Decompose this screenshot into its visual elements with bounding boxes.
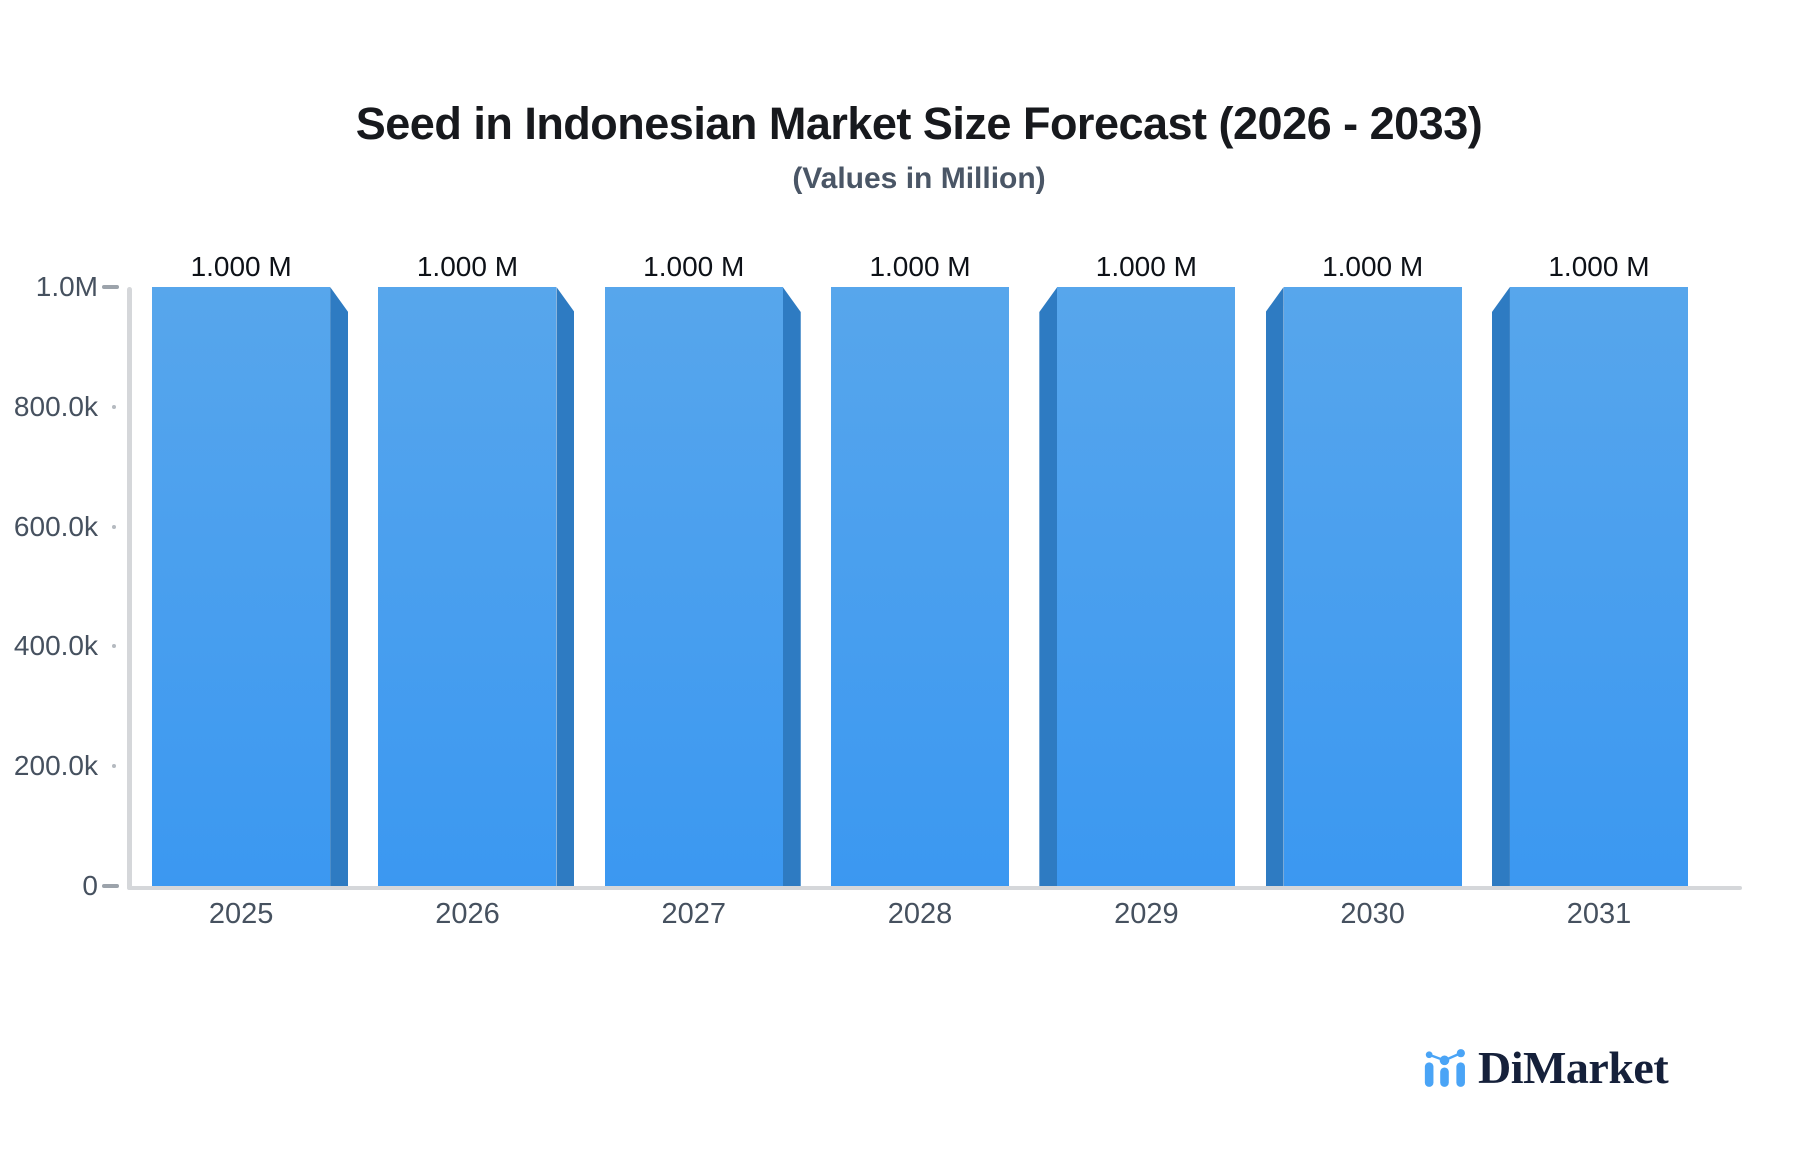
x-tick-label: 2026	[435, 898, 500, 930]
bar-value-label: 1.000 M	[416, 251, 519, 282]
x-tick-label: 2029	[1114, 898, 1179, 930]
chart-title: Seed in Indonesian Market Size Forecast …	[355, 98, 1483, 149]
x-tick-label: 2031	[1566, 898, 1632, 930]
bar-side-face	[1039, 287, 1058, 886]
y-tick-mark	[112, 644, 116, 649]
bar-group: 1.000 M 2031	[1486, 0, 1712, 1156]
chart-subtitle: (Values in Million)	[792, 162, 1046, 195]
bar[interactable]	[1057, 287, 1236, 886]
y-tick-label: 0	[82, 870, 98, 901]
y-tick-mark	[112, 524, 116, 529]
bar-group: 1.000 M 2026	[354, 0, 580, 1156]
bar-value-label: 1.000 M	[1322, 251, 1424, 282]
y-tick-mark	[102, 884, 119, 888]
y-tick-mark	[112, 404, 116, 409]
x-tick-label: 2025	[208, 898, 274, 930]
bar-value-label: 1.000 M	[1095, 251, 1197, 282]
dimarket-logo-icon	[1424, 1049, 1465, 1087]
bar-group: 1.000 M 2030	[1260, 0, 1486, 1156]
y-axis-line	[127, 287, 132, 890]
bar[interactable]	[604, 287, 783, 886]
bar[interactable]	[1509, 287, 1688, 886]
y-tick-label: 1.0M	[35, 271, 98, 302]
bar-side-face	[1265, 287, 1284, 886]
bar[interactable]	[1283, 287, 1462, 886]
bar-value-label: 1.000 M	[1548, 251, 1650, 282]
dimarket-logo-text: DiMarket	[1478, 1042, 1669, 1093]
bar[interactable]	[831, 287, 1010, 886]
bar-value-label: 1.000 M	[190, 251, 292, 282]
x-tick-label: 2027	[661, 898, 726, 930]
y-tick-label: 200.0k	[13, 750, 98, 782]
bar[interactable]	[152, 287, 331, 886]
y-tick-mark	[102, 285, 119, 289]
bar-group: 1.000 M 2028	[807, 0, 1033, 1156]
y-tick-label: 800.0k	[13, 390, 98, 422]
x-axis-line	[127, 885, 1742, 890]
y-tick-label: 400.0k	[13, 630, 98, 662]
x-tick-label: 2028	[887, 898, 953, 930]
bar-side-face	[782, 287, 801, 886]
bar-side-face	[330, 287, 349, 886]
bar[interactable]	[378, 287, 557, 886]
bar-side-face	[556, 287, 575, 886]
bar-value-label: 1.000 M	[643, 251, 745, 282]
bar-value-label: 1.000 M	[869, 251, 971, 282]
dimarket-logo: DiMarket	[1422, 1042, 1669, 1093]
bar-group: 1.000 M 2027	[581, 0, 807, 1156]
y-tick-mark	[112, 764, 116, 769]
bar-side-face	[1491, 287, 1510, 886]
chart-header: Seed in Indonesian Market Size Forecast …	[128, 100, 1710, 196]
bar-group: 1.000 M 2029	[1033, 0, 1259, 1156]
x-tick-label: 2030	[1340, 898, 1405, 930]
y-tick-label: 600.0k	[13, 510, 98, 542]
bar-group: 1.000 M 2025	[128, 0, 354, 1156]
